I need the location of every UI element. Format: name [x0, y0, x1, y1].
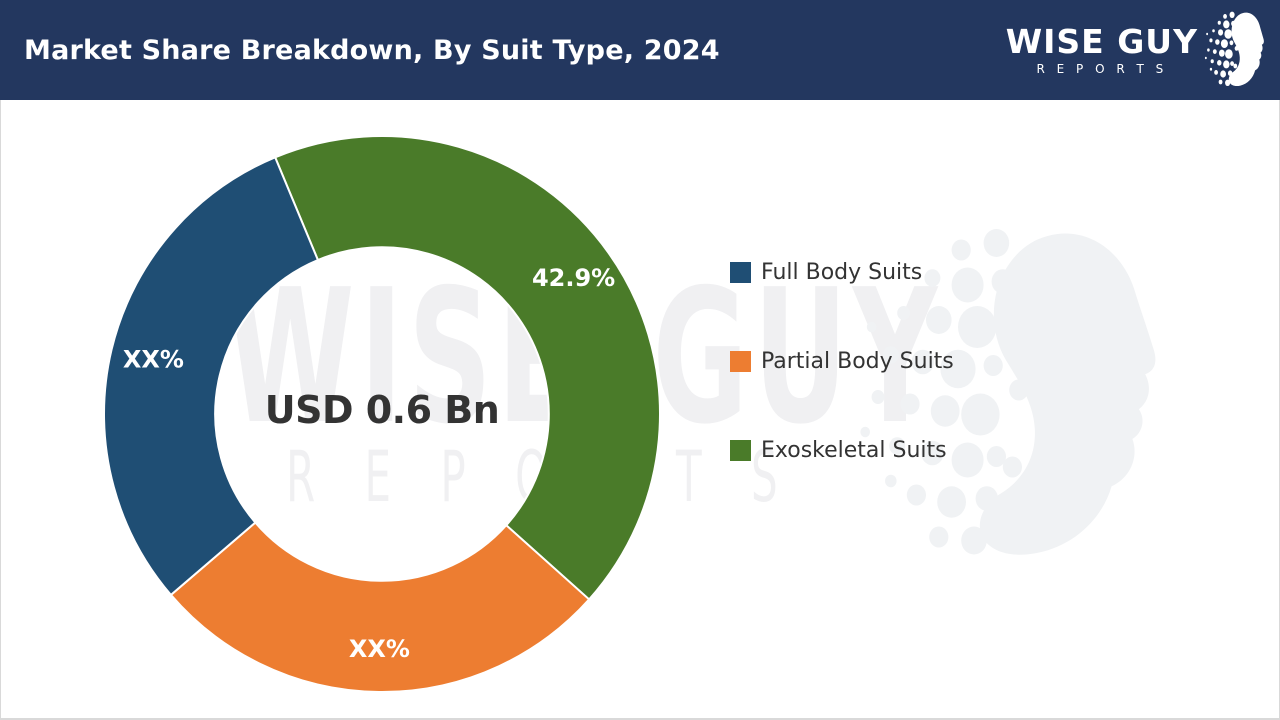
face-dots-icon: [1202, 10, 1266, 90]
legend-swatch-orange: [730, 350, 751, 372]
legend-item-exoskeletal-suits: Exoskeletal Suits: [730, 436, 954, 464]
page-title: Market Share Breakdown, By Suit Type, 20…: [24, 34, 720, 66]
legend-label: Full Body Suits: [761, 259, 923, 285]
pie-slice-full-body-suits: [103, 156, 320, 597]
legend-item-partial-body-suits: Partial Body Suits: [730, 347, 954, 375]
pie-slice-partial-body-suits: [169, 521, 591, 693]
logo-name: WISE GUY: [1005, 22, 1198, 61]
slice-label: 42.9%: [532, 264, 615, 292]
slice-label: XX%: [349, 635, 410, 663]
wise-guy-logo: WISE GUY R E P O R T S: [1006, 10, 1266, 90]
legend-label: Partial Body Suits: [761, 348, 954, 374]
logo-tagline: R E P O R T S: [1036, 62, 1168, 76]
legend-swatch-blue: [730, 261, 751, 283]
logo-text: WISE GUY R E P O R T S: [1006, 25, 1198, 75]
chart-area: WISE GUY R E P O R T S 42.9%XX%XX% USD 0…: [0, 100, 1280, 720]
legend-swatch-green: [730, 439, 751, 461]
slice-label: XX%: [123, 346, 184, 374]
chart-center-value: USD 0.6 Bn: [264, 388, 500, 432]
pie-slice-exoskeletal-suits: [273, 135, 661, 601]
legend-item-full-body-suits: Full Body Suits: [730, 258, 954, 286]
header-bar: Market Share Breakdown, By Suit Type, 20…: [0, 0, 1280, 100]
chart-legend: Full Body Suits Partial Body Suits Exosk…: [730, 258, 954, 464]
donut-chart: 42.9% XX% XX%: [103, 135, 661, 693]
legend-label: Exoskeletal Suits: [761, 437, 947, 463]
